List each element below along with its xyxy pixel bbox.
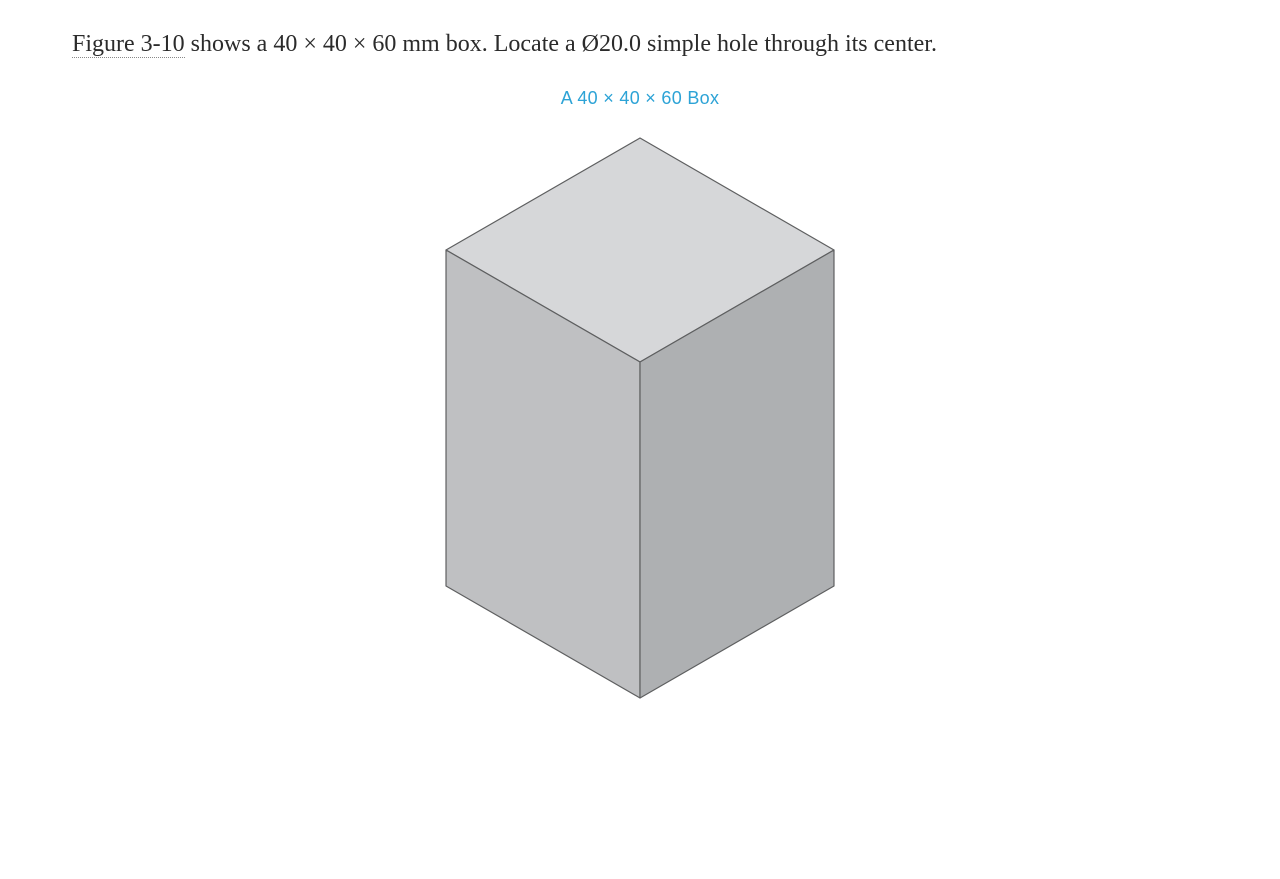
problem-text-tail: shows a 40 × 40 × 60 mm box. Locate a Ø2… (185, 31, 937, 57)
isometric-box (320, 108, 960, 868)
figure-stage (0, 108, 1280, 868)
figure-reference-link: Figure 3-10 (72, 31, 185, 58)
figure-caption: A 40 × 40 × 60 Box (0, 88, 1280, 109)
problem-statement: Figure 3-10 shows a 40 × 40 × 60 mm box.… (72, 28, 1208, 60)
